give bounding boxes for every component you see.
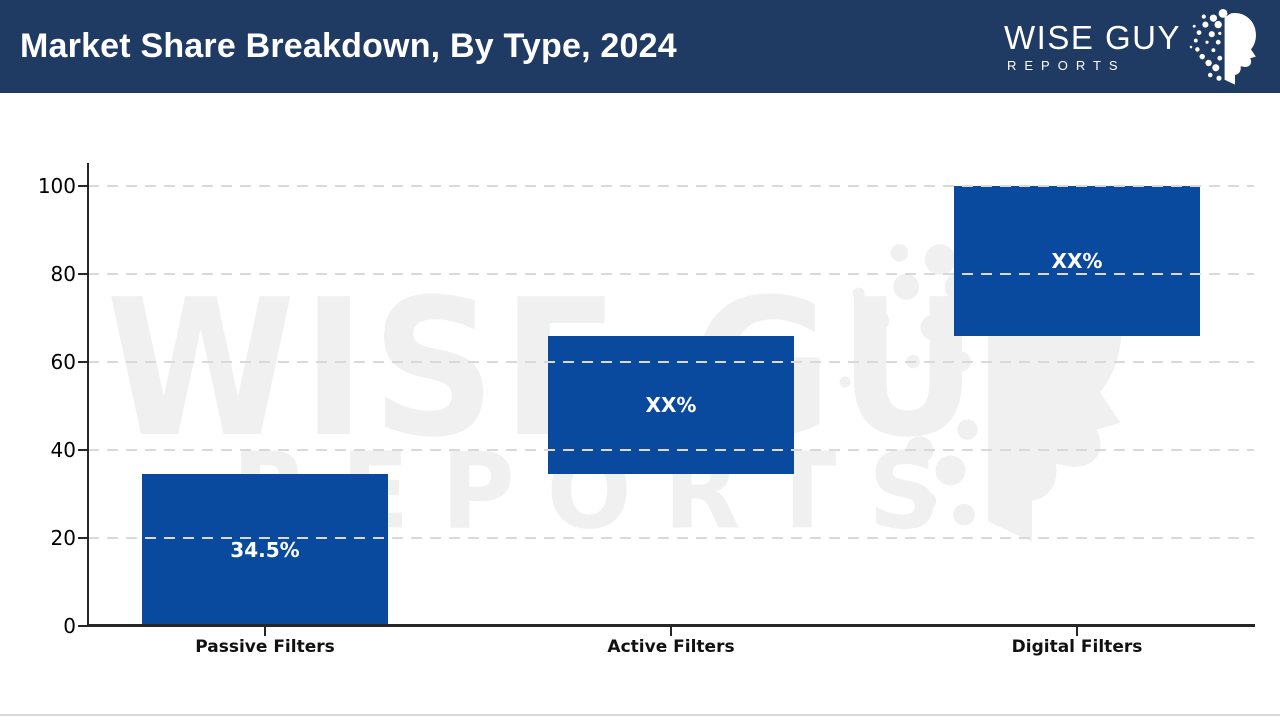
bar-value-label-passive-filters: 34.5% (230, 538, 300, 563)
y-tick-label: 60 (50, 350, 76, 374)
gridline-80 (88, 273, 1254, 275)
gridline-60 (88, 361, 1254, 363)
y-tick-label: 0 (63, 614, 76, 638)
bar-digital-filters (954, 186, 1200, 336)
x-tick-mark (670, 627, 672, 636)
brand-logo: WISE GUY REPORTS (1004, 5, 1270, 89)
y-tick-mark (78, 625, 88, 627)
y-tick-label: 40 (50, 438, 76, 462)
bar-value-label-digital-filters: XX% (1051, 248, 1103, 273)
footer-hairline (0, 714, 1280, 716)
y-tick-mark (78, 273, 88, 275)
y-tick-label: 100 (37, 174, 76, 198)
bar-active-filters (548, 335, 794, 475)
page-title: Market Share Breakdown, By Type, 2024 (20, 27, 677, 65)
bar-value-label-active-filters: XX% (645, 392, 697, 417)
y-tick-mark (78, 185, 88, 187)
y-tick-label: 80 (50, 262, 76, 286)
x-axis-label-digital-filters: Digital Filters (1011, 637, 1143, 657)
gridline-20 (88, 537, 1254, 539)
x-axis-spine (87, 624, 1255, 627)
x-tick-mark (1076, 627, 1078, 636)
x-axis-label-active-filters: Active Filters (607, 637, 735, 657)
dotted-head-icon (1183, 7, 1263, 87)
gridline-100 (88, 185, 1254, 187)
x-axis-label-passive-filters: Passive Filters (195, 637, 335, 657)
logo-reports-label: REPORTS (1007, 58, 1126, 73)
header-bar: Market Share Breakdown, By Type, 2024 WI… (0, 0, 1280, 93)
bar-passive-filters (142, 474, 388, 626)
y-tick-mark (78, 537, 88, 539)
x-tick-mark (264, 627, 266, 636)
logo-wordmark: WISE GUY (1004, 19, 1182, 56)
gridline-40 (88, 449, 1254, 451)
y-axis-spine (87, 163, 89, 627)
y-tick-mark (78, 449, 88, 451)
y-tick-mark (78, 361, 88, 363)
y-tick-label: 20 (50, 526, 76, 550)
